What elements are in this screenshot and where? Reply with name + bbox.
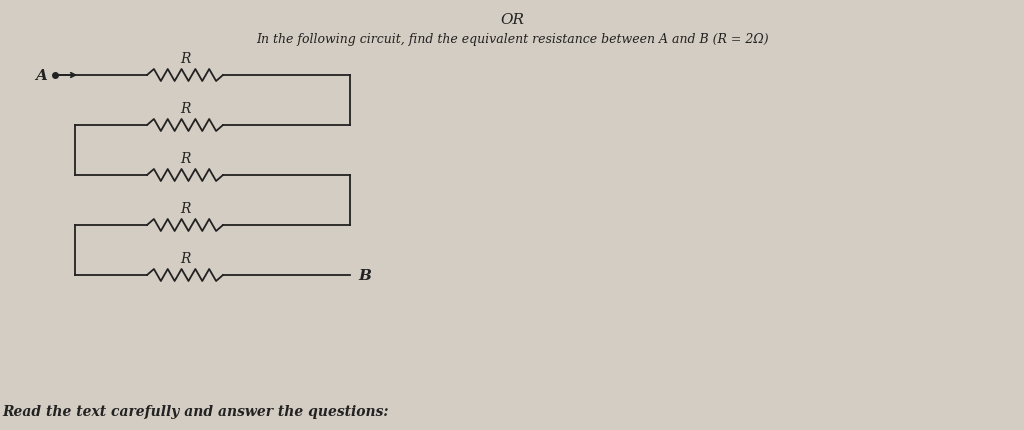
Text: In the following circuit, find the equivalent resistance between A and B (R = 2Ω: In the following circuit, find the equiv… [256, 33, 768, 46]
Text: B: B [358, 268, 371, 283]
Text: R: R [180, 152, 190, 166]
Text: OR: OR [500, 13, 524, 27]
Text: A: A [35, 69, 47, 83]
Text: Read the text carefully and answer the questions:: Read the text carefully and answer the q… [2, 404, 388, 418]
Text: R: R [180, 202, 190, 215]
Text: R: R [180, 52, 190, 66]
Text: R: R [180, 252, 190, 265]
Text: R: R [180, 102, 190, 116]
